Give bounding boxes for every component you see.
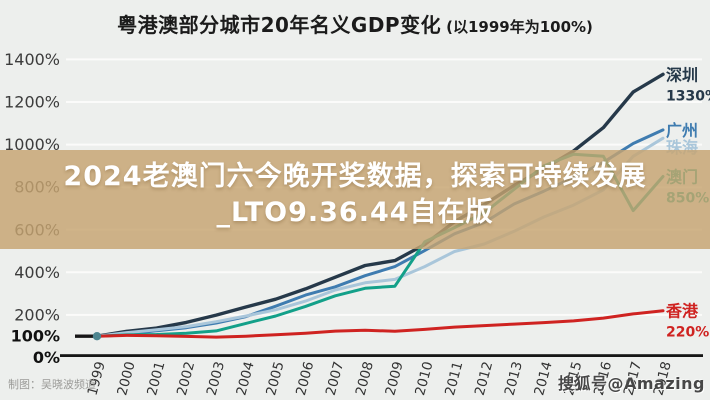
- series-value-深圳: 1330%: [666, 88, 710, 104]
- x-axis-tick: 2014: [531, 360, 555, 397]
- x-axis-tick: 2010: [412, 360, 436, 397]
- series-line-4: [95, 309, 665, 339]
- x-axis-tick: 2004: [233, 360, 257, 397]
- chart-title: 粤港澳部分城市20年名义GDP变化 (以1999年为100%): [0, 9, 710, 38]
- chart-title-suffix: (以1999年为100%): [446, 18, 593, 36]
- y-axis-tick: 1400%: [4, 50, 60, 69]
- y-axis-tick: 400%: [14, 263, 60, 282]
- y-axis-tick: 0%: [33, 348, 60, 367]
- start-dot: [92, 332, 102, 341]
- x-axis-line: [60, 354, 703, 357]
- x-axis-tick: 2009: [382, 360, 406, 397]
- series-label-深圳: 深圳: [666, 65, 698, 84]
- y-axis-tick: 100%: [11, 327, 60, 346]
- x-axis-tick: 2011: [442, 360, 466, 397]
- series-label-广州: 广州: [666, 121, 698, 140]
- overlay-ad-banner[interactable]: 2024老澳门六今晚开奖数据，探索可持续发展 _LTO9.36.44自在版: [0, 150, 710, 249]
- series-value-香港: 220%: [666, 325, 709, 341]
- x-axis-tick: 2005: [263, 360, 287, 397]
- x-axis-tick: 2007: [323, 360, 347, 397]
- y-axis-tick: 1200%: [4, 93, 60, 112]
- y-axis-tick: 1000%: [4, 135, 60, 154]
- overlay-ad-line2: _LTO9.36.44自在版: [216, 197, 494, 228]
- chart-credit-watermark: 制图：吴晓波频道: [8, 378, 96, 391]
- series-label-香港: 香港: [665, 302, 699, 321]
- chart-title-main: 粤港澳部分城市20年名义GDP变化: [117, 13, 442, 37]
- y-axis-tick: 200%: [14, 305, 60, 324]
- x-axis-tick: 2001: [144, 360, 168, 397]
- x-axis-tick: 2002: [174, 360, 198, 397]
- x-axis-tick: 2013: [502, 360, 526, 397]
- x-axis-tick: 2000: [114, 360, 138, 397]
- x-axis-tick: 2012: [472, 360, 496, 397]
- x-axis-tick: 2008: [353, 360, 377, 397]
- x-axis-tick: 2003: [204, 360, 228, 397]
- x-axis-tick: 2006: [293, 360, 317, 397]
- sohu-account-watermark: 搜狐号@Amazing: [558, 374, 705, 393]
- overlay-ad-line1: 2024老澳门六今晚开奖数据，探索可持续发展: [63, 161, 647, 192]
